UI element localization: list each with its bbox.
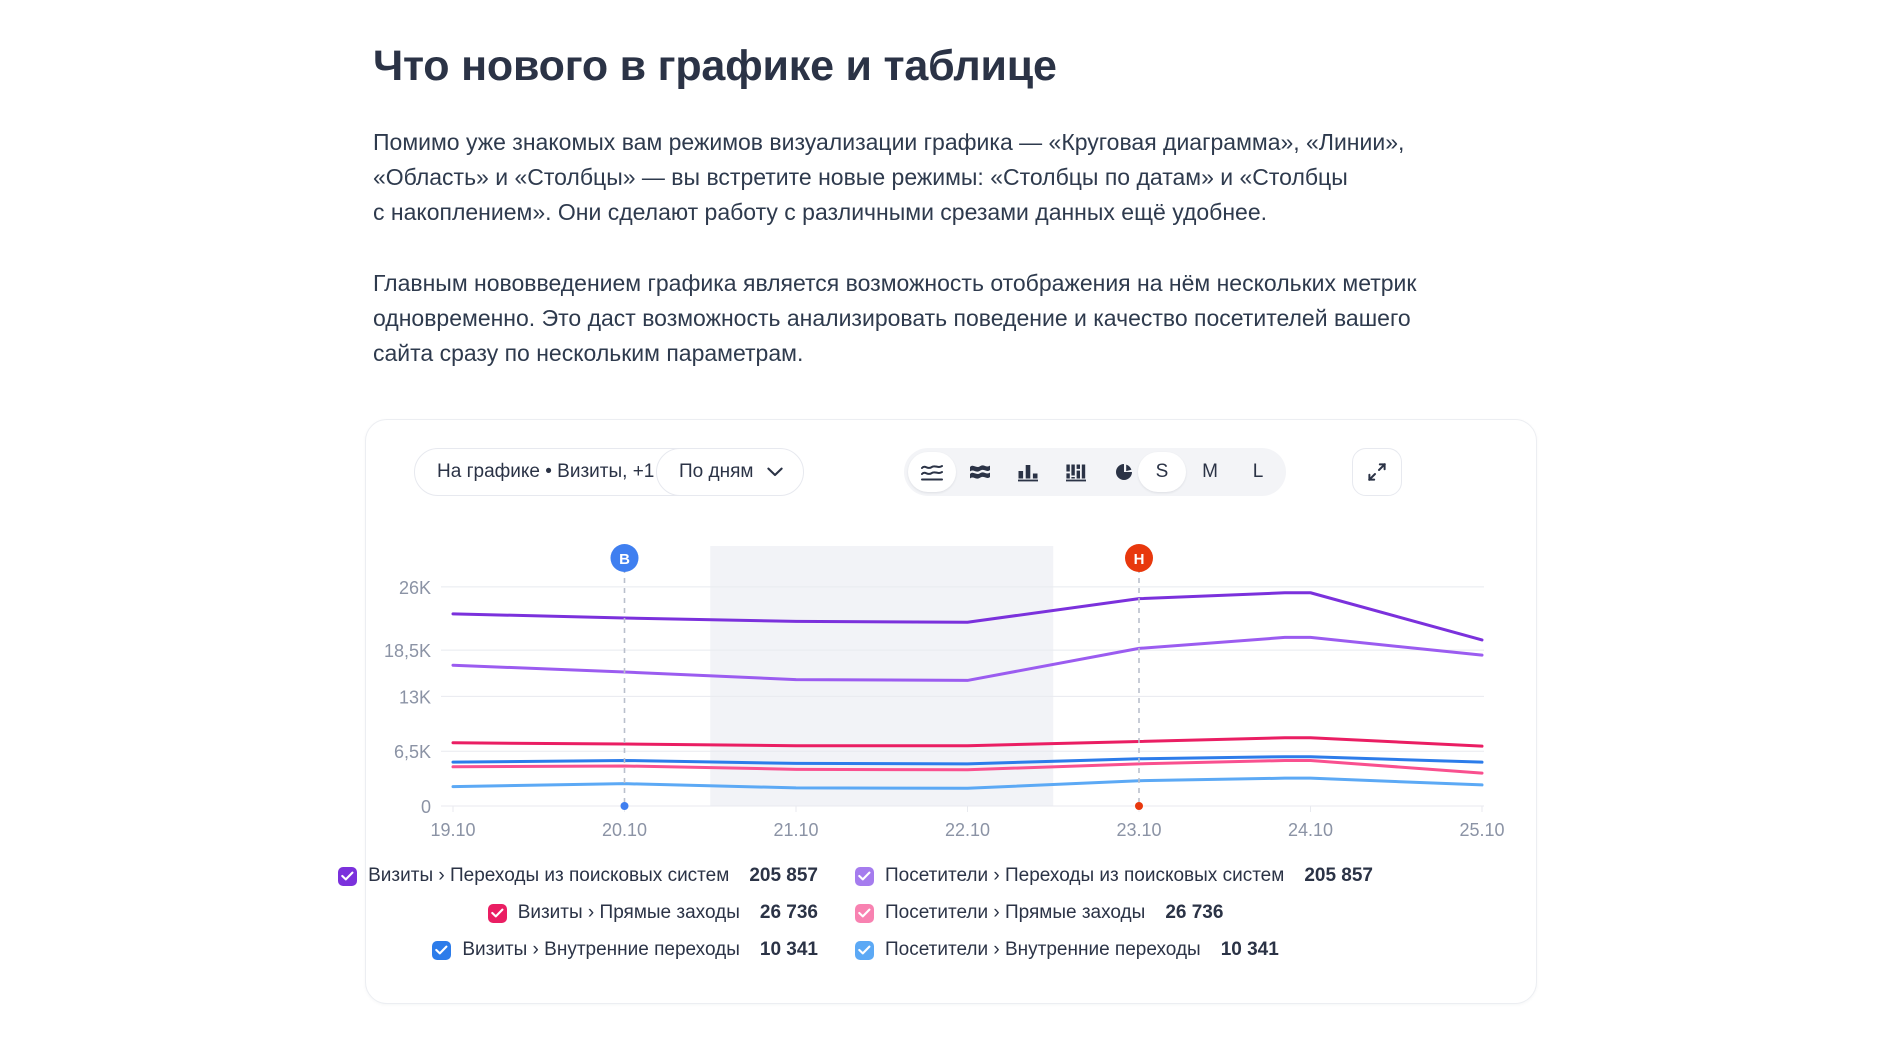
svg-text:19.10: 19.10 [430,820,475,840]
chart-type-area-button[interactable] [956,452,1004,492]
period-selector-button[interactable]: По дням [656,448,805,496]
size-switcher: S M L [1134,448,1286,496]
period-selector-label: По дням [679,461,754,482]
chart-legend: Визиты › Переходы из поисковых систем 20… [338,865,1538,961]
check-icon [490,908,504,918]
svg-text:0: 0 [421,797,431,817]
legend-item-label: Посетители › Внутренние переходы [885,939,1201,960]
legend-item[interactable]: Визиты › Переходы из поисковых систем 20… [338,865,818,887]
chart-type-pie-button[interactable] [1100,452,1148,492]
page-title: Что нового в графике и таблице [373,42,1057,90]
check-icon [341,871,354,881]
chart-type-bars-button[interactable] [1004,452,1052,492]
check-icon [435,945,448,955]
collapse-button[interactable] [1352,448,1402,496]
legend-checkbox-icon[interactable] [338,866,358,886]
svg-text:13K: 13K [399,687,431,707]
legend-item[interactable]: Посетители › Прямые заходы 26 736 [855,902,1223,924]
legend-item-label: Визиты › Переходы из поисковых систем [368,865,730,886]
svg-text:18,5K: 18,5K [384,641,431,661]
lines-chart-icon [921,465,943,481]
check-icon [858,945,871,955]
legend-item-value: 10 341 [1220,939,1279,960]
legend-item-value: 205 857 [1304,865,1373,886]
chevron-down-icon [767,467,784,477]
area-chart-icon [970,465,990,479]
svg-text:6,5K: 6,5K [394,742,431,762]
paragraph-2-line-3: сайта сразу по нескольким параметрам. [373,340,804,367]
paragraph-1-line-1: Помимо уже знакомых вам режимов визуализ… [373,129,1405,156]
legend-item-label: Визиты › Внутренние переходы [462,939,740,960]
paragraph-1-line-2: «Область» и «Столбцы» — вы встретите нов… [373,164,1348,191]
legend-checkbox-icon[interactable] [855,866,874,886]
chart-toolbar: На графике • Визиты, +1 По дням [366,420,1536,524]
metrics-selector-label: На графике • Визиты, +1 [437,461,655,482]
size-button-l[interactable]: L [1252,461,1264,482]
paragraph-1: Помимо уже знакомых вам режимов визуализ… [373,125,1533,230]
legend-item-label: Посетители › Прямые заходы [885,902,1146,923]
legend-item[interactable]: Посетители › Переходы из поисковых систе… [855,865,1373,887]
paragraph-2-line-1: Главным нововведением графика является в… [373,270,1417,297]
legend-item-label: Посетители › Переходы из поисковых систе… [885,865,1285,886]
legend-item-value: 26 736 [759,902,818,923]
legend-item[interactable]: Визиты › Внутренние переходы 10 341 [432,939,818,961]
collapse-arrows-icon [1368,463,1386,481]
legend-left-cell-0: Визиты › Переходы из поисковых систем 20… [338,865,818,887]
legend-item[interactable]: Визиты › Прямые заходы 26 736 [487,902,818,924]
legend-item-value: 10 341 [759,939,818,960]
chart-type-lines-button[interactable] [908,452,956,492]
svg-text:25.10: 25.10 [1459,820,1504,840]
svg-text:21.10: 21.10 [773,820,818,840]
svg-text:24.10: 24.10 [1288,820,1333,840]
svg-text:23.10: 23.10 [1116,820,1161,840]
legend-right-cell-0: Посетители › Переходы из поисковых систе… [818,865,1373,887]
legend-left-cell-2: Визиты › Внутренние переходы 10 341 [432,939,818,961]
legend-item-value: 205 857 [749,865,818,886]
legend-checkbox-icon[interactable] [487,903,507,923]
pie-chart-icon [1116,464,1132,480]
legend-checkbox-icon[interactable] [855,940,874,960]
svg-text:20.10: 20.10 [602,820,647,840]
size-button-m[interactable]: M [1202,461,1218,482]
svg-text:26K: 26K [399,578,431,598]
legend-checkbox-icon[interactable] [432,940,452,960]
check-icon [858,908,871,918]
size-button-s[interactable]: S [1138,452,1186,492]
svg-text:H: H [1134,551,1145,568]
paragraph-1-line-3: с накоплением». Они сделают работу с раз… [373,199,1268,226]
bar-chart-icon [1018,465,1038,482]
paragraph-2: Главным нововведением графика является в… [373,266,1533,371]
legend-checkbox-icon[interactable] [855,903,874,923]
article: Что нового в графике и таблице Помимо уж… [373,0,1553,371]
legend-item-value: 26 736 [1165,902,1224,923]
svg-text:22.10: 22.10 [945,820,990,840]
chart-plot-area: 0 6,5K 13K 18,5K 26K 19.10 20.10 21.10 22.10 23.1… [366,524,1538,884]
line-chart-svg[interactable]: 0 6,5K 13K 18,5K 26K 19.10 20.10 21.10 22.10 23.1… [366,524,1538,884]
legend-right-cell-1: Посетители › Прямые заходы 26 736 [818,902,1223,924]
check-icon [858,871,871,881]
legend-left-cell-1: Визиты › Прямые заходы 26 736 [487,902,818,924]
bars-by-date-chart-icon [1066,464,1086,482]
chart-type-bars-by-date-button[interactable] [1052,452,1100,492]
legend-right-cell-2: Посетители › Внутренние переходы 10 341 [818,939,1279,961]
paragraph-2-line-2: одновременно. Это даст возможность анали… [373,305,1411,332]
legend-item[interactable]: Посетители › Внутренние переходы 10 341 [855,939,1279,961]
legend-item-label: Визиты › Прямые заходы [517,902,740,923]
svg-text:B: B [619,551,630,568]
chart-card: На графике • Визиты, +1 По дням [338,419,1538,1004]
